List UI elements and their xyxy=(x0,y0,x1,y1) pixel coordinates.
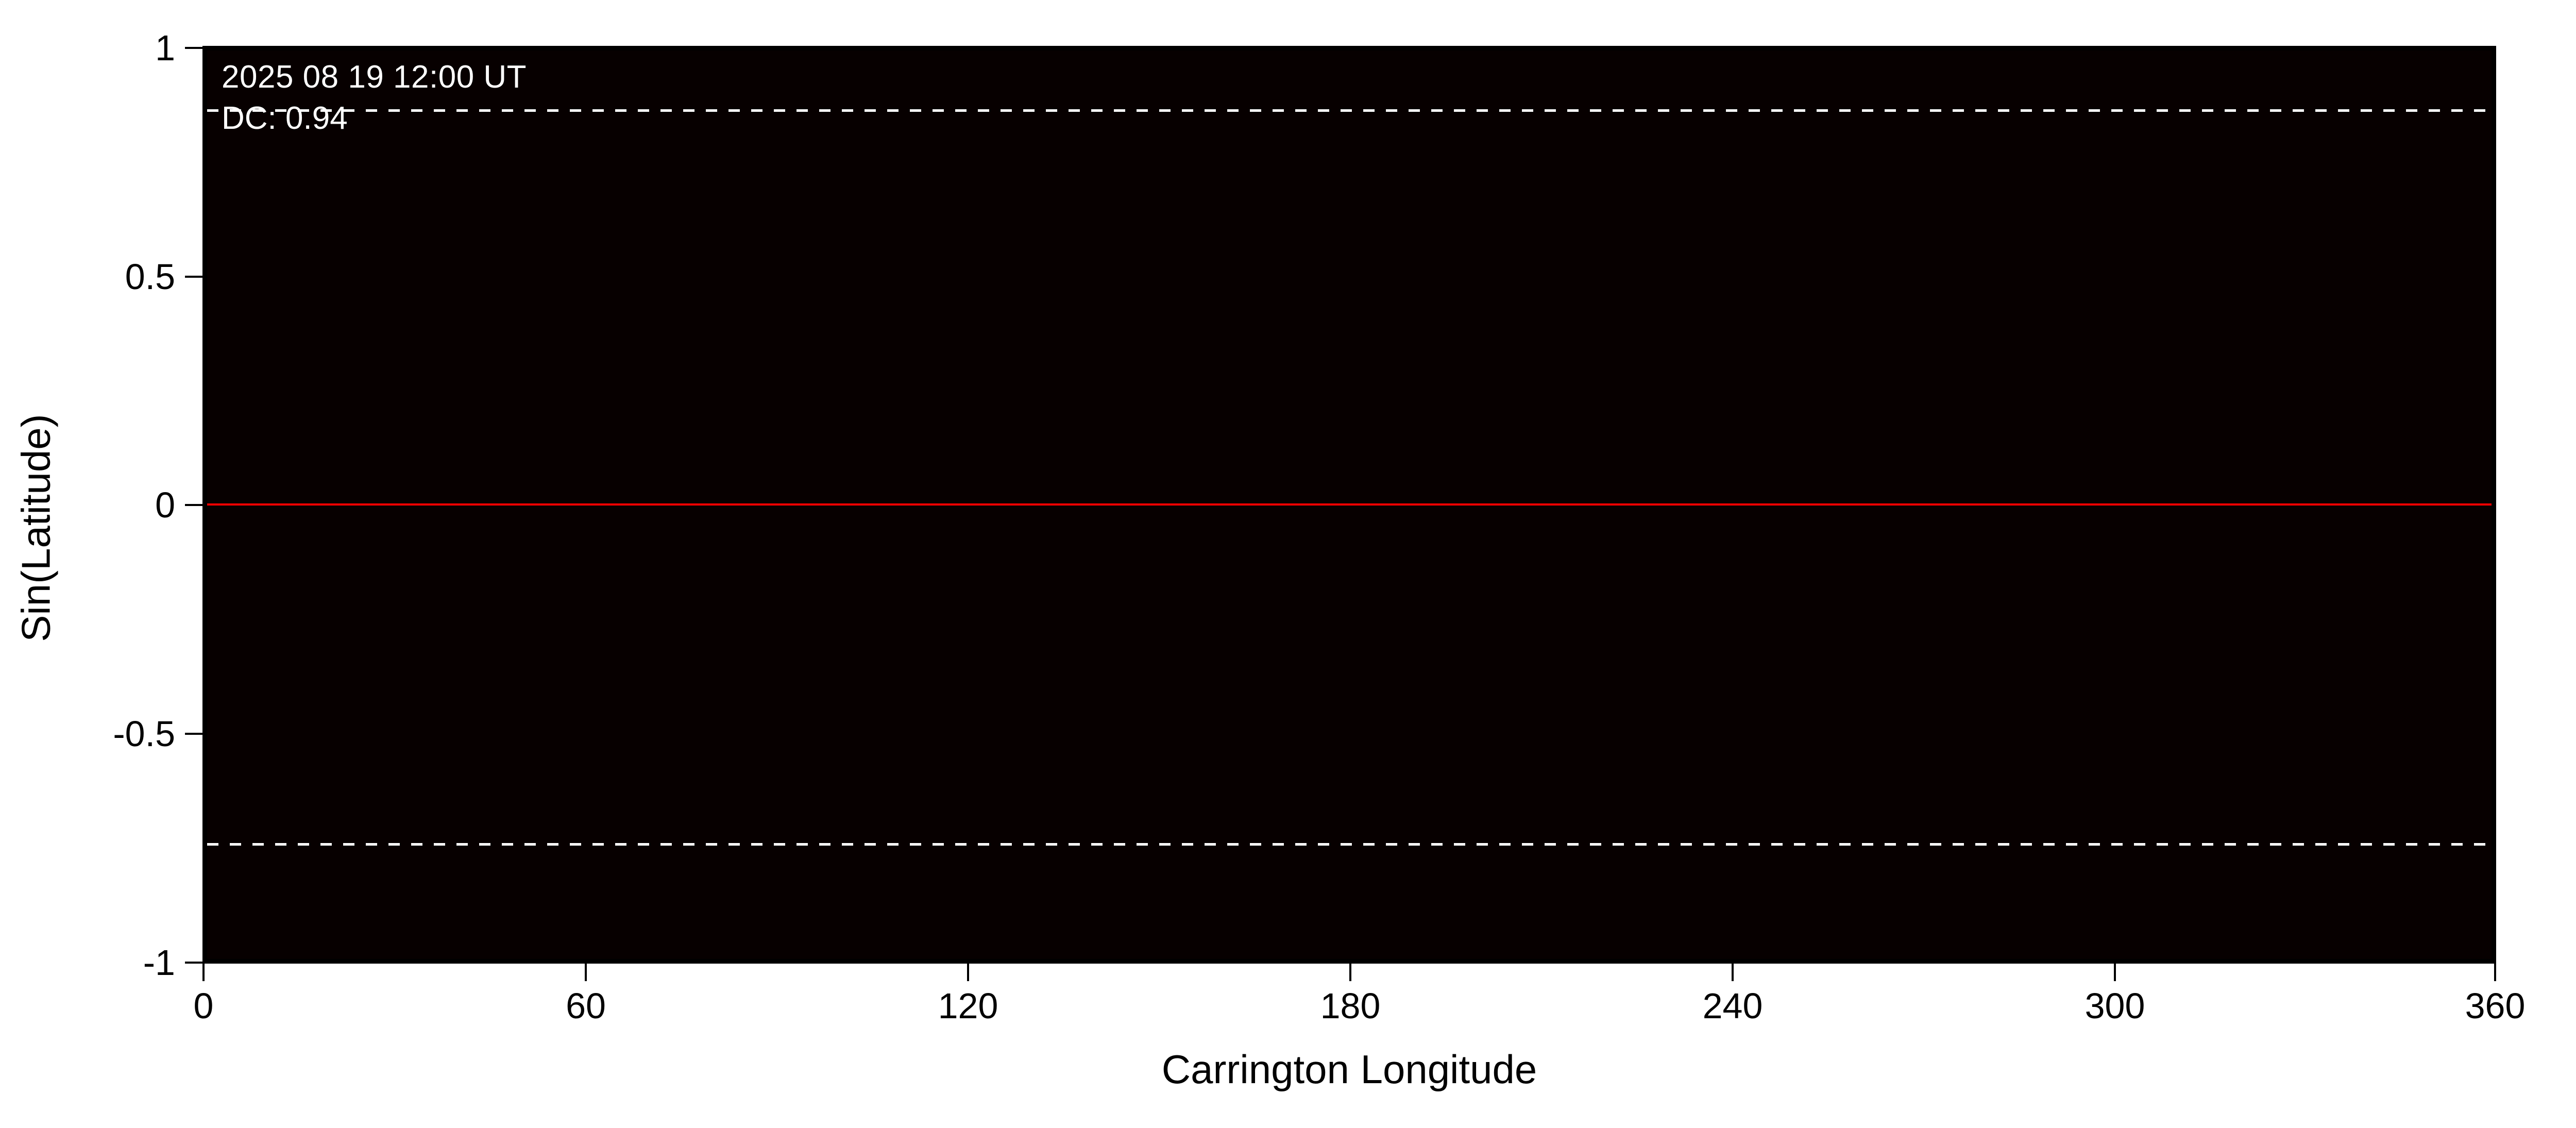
timestamp-overlay: 2025 08 19 12:00 UT xyxy=(222,59,527,95)
x-tick-0 xyxy=(202,964,205,981)
y-tick-0 xyxy=(185,504,202,506)
x-tick-60 xyxy=(585,964,587,981)
map-canvas: 2025 08 19 12:00 UT DC: 0.94 xyxy=(207,50,2492,959)
x-tick-360 xyxy=(2494,964,2496,981)
north-limit-dashed-line xyxy=(207,109,2492,112)
y-tick-1 xyxy=(185,47,202,49)
x-tick-label-60: 60 xyxy=(566,986,606,1026)
y-tick-label-1: 1 xyxy=(155,28,175,68)
x-tick-180 xyxy=(1349,964,1351,981)
x-tick-label-300: 300 xyxy=(2084,986,2145,1026)
x-tick-label-360: 360 xyxy=(2465,986,2526,1026)
y-tick-label-0: 0 xyxy=(155,485,175,525)
y-tick-label--1: -1 xyxy=(143,942,175,983)
duty-cycle-overlay: DC: 0.94 xyxy=(222,100,348,136)
x-tick-label-0: 0 xyxy=(193,986,214,1026)
y-tick-label--0.5: -0.5 xyxy=(113,714,175,754)
x-tick-240 xyxy=(1732,964,1734,981)
y-axis-title: Sin(Latitude) xyxy=(13,414,59,642)
x-axis-title: Carrington Longitude xyxy=(1161,1047,1537,1092)
x-tick-label-240: 240 xyxy=(1702,986,1763,1026)
y-tick-label-0.5: 0.5 xyxy=(125,257,175,297)
x-tick-label-120: 120 xyxy=(938,986,998,1026)
y-tick--0.5 xyxy=(185,733,202,735)
map-axes: 2025 08 19 12:00 UT DC: 0.94 xyxy=(202,46,2496,964)
x-tick-label-180: 180 xyxy=(1320,986,1381,1026)
x-tick-120 xyxy=(967,964,969,981)
x-tick-300 xyxy=(2114,964,2116,981)
y-tick-0.5 xyxy=(185,276,202,278)
equator-line xyxy=(207,503,2492,506)
south-limit-dashed-line xyxy=(207,843,2492,846)
y-tick--1 xyxy=(185,962,202,964)
